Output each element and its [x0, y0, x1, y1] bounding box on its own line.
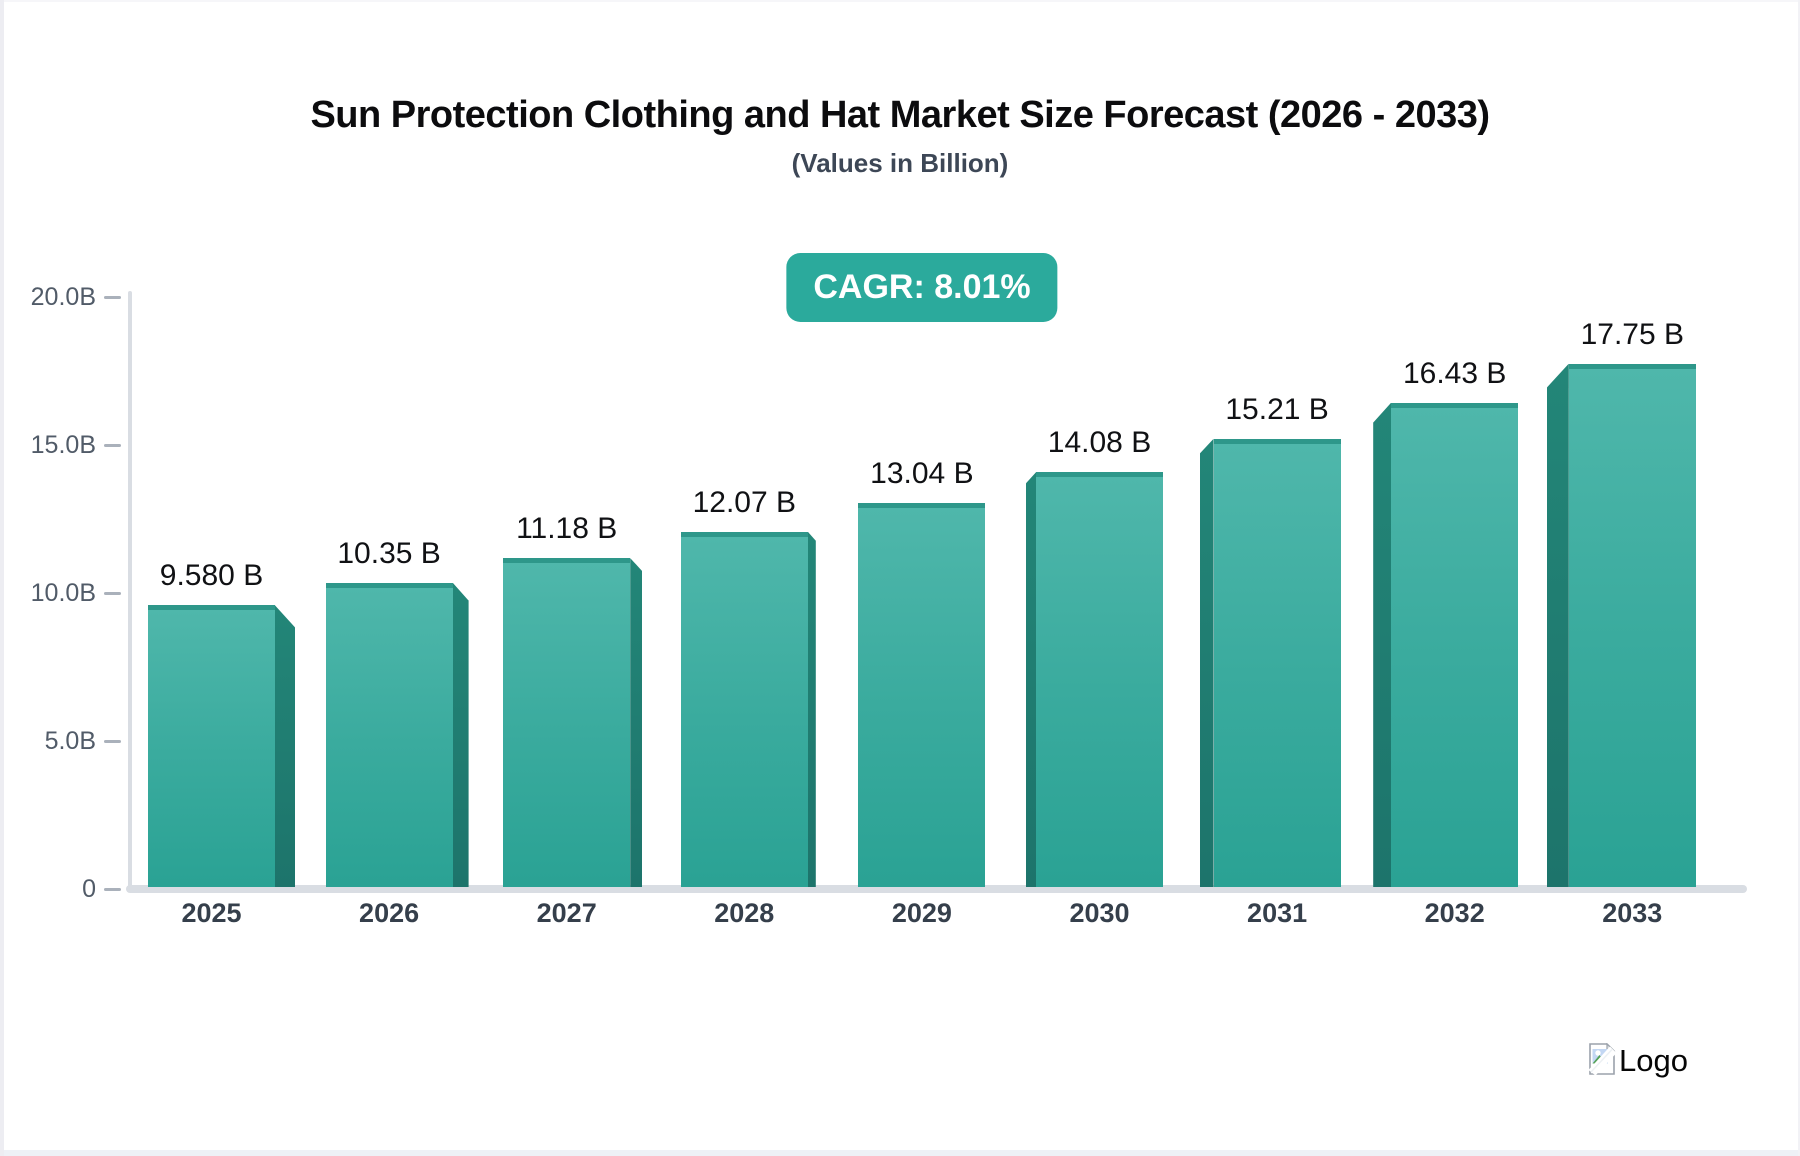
- x-axis-label: 2028: [714, 898, 775, 928]
- bar-side-face: [807, 531, 816, 887]
- logo-alt-text: Logo: [1619, 1042, 1688, 1078]
- bar-value-label: 15.21 B: [1225, 392, 1329, 426]
- x-axis-label: 2032: [1424, 898, 1485, 928]
- x-axis-label: 2029: [891, 898, 952, 928]
- bar-front-face: [1213, 438, 1341, 887]
- bar-side-face: [1199, 438, 1214, 887]
- x-axis-label: 2027: [536, 898, 597, 928]
- logo: Logo: [1586, 1042, 1688, 1078]
- bar-side-face: [275, 605, 295, 887]
- y-axis-line: [128, 291, 132, 891]
- bar-front-face: [503, 558, 631, 887]
- bar-value-label: 10.35 B: [337, 536, 441, 570]
- bar-side-face: [1373, 402, 1392, 887]
- y-tick-label: 0: [82, 875, 96, 903]
- bar-value-label: 16.43 B: [1402, 356, 1507, 390]
- bar-front-face: [680, 531, 808, 887]
- bar-front-face: [148, 605, 275, 887]
- bar-front-face: [1391, 402, 1519, 887]
- x-axis-label: 2030: [1069, 898, 1130, 928]
- bar-value-label: 13.04 B: [870, 457, 974, 491]
- y-tick-label: 15.0B: [30, 431, 96, 459]
- y-tick-dash: [104, 295, 121, 299]
- bar-side-face: [1026, 472, 1036, 887]
- x-axis-label: 2033: [1602, 898, 1663, 928]
- x-axis-label: 2031: [1247, 898, 1308, 928]
- y-tick-dash: [104, 887, 121, 891]
- y-tick-dash: [104, 443, 121, 447]
- bar-value-label: 12.07 B: [692, 485, 796, 519]
- bar-value-label: 9.580 B: [159, 559, 264, 593]
- y-tick-label: 20.0B: [30, 283, 96, 311]
- x-axis-label: 2025: [181, 898, 242, 928]
- bar-side-face: [1546, 363, 1569, 887]
- y-tick-label: 10.0B: [30, 579, 96, 607]
- y-tick-label: 5.0B: [44, 727, 96, 755]
- y-tick-dash: [104, 739, 121, 743]
- cagr-badge: CAGR: 8.01%: [786, 253, 1058, 322]
- bar-value-label: 14.08 B: [1047, 426, 1152, 460]
- bar-front-face: [858, 503, 986, 887]
- bar-front-face: [325, 582, 453, 887]
- bar-front-face: [1568, 363, 1696, 887]
- x-axis-label: 2026: [359, 898, 420, 928]
- x-axis-baseline: [126, 885, 1747, 893]
- chart-title: Sun Protection Clothing and Hat Market S…: [310, 94, 1490, 136]
- bar-side-face: [452, 582, 469, 887]
- bar-value-label: 11.18 B: [516, 512, 618, 546]
- chart-subtitle: (Values in Billion): [791, 148, 1009, 178]
- bar-side-face: [630, 558, 643, 887]
- bar-value-label: 17.75 B: [1580, 317, 1684, 351]
- broken-image-icon: [1588, 1043, 1617, 1075]
- bar-front-face: [1036, 472, 1163, 887]
- y-tick-dash: [104, 591, 121, 595]
